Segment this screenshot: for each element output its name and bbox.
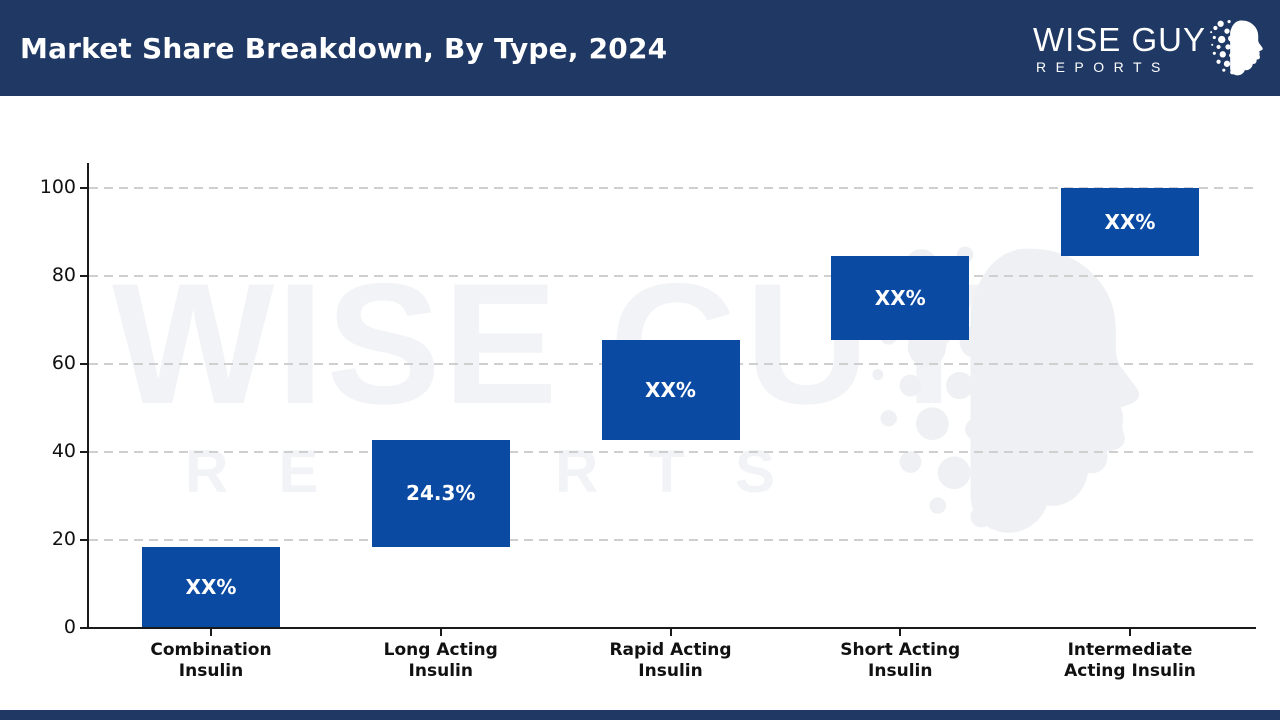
bar-segment: XX% (831, 255, 970, 341)
bar-value-label: XX% (185, 575, 237, 599)
y-tick-mark (80, 626, 87, 629)
y-tick-mark (80, 362, 87, 365)
logo-head-icon (1210, 20, 1263, 76)
y-tick-label: 0 (63, 615, 76, 638)
bar-segment: 24.3% (371, 439, 510, 547)
y-tick-label: 60 (51, 351, 76, 374)
bar-value-label: 24.3% (406, 481, 476, 506)
logo-brand-label: WISE GUY (1032, 20, 1206, 58)
y-tick-label: 40 (51, 439, 76, 462)
header-bar: Market Share Breakdown, By Type, 2024 WI… (0, 0, 1280, 96)
x-category-label: Intermediate Acting Insulin (1064, 640, 1196, 681)
y-tick-label: 80 (51, 263, 76, 286)
x-tick-mark (439, 628, 442, 636)
x-tick-mark (669, 628, 672, 636)
x-tick-mark (899, 628, 902, 636)
x-tick-mark (1129, 628, 1131, 636)
x-axis-spine (87, 626, 1256, 629)
x-category-label: Long Acting Insulin (383, 640, 498, 681)
bar-segment: XX% (601, 340, 740, 440)
brand-logo: WISE GUY REPORTS (1033, 8, 1266, 88)
bar-value-label: XX% (645, 377, 696, 402)
y-tick-label: 20 (51, 527, 76, 550)
y-tick-mark (80, 274, 87, 277)
y-tick-mark (80, 186, 87, 189)
y-tick-label: 100 (39, 175, 76, 198)
y-tick-mark (80, 450, 87, 453)
y-gridline (89, 186, 1256, 189)
y-gridline (89, 274, 1256, 277)
x-tick-mark (210, 628, 212, 636)
bar-value-label: XX% (874, 285, 926, 310)
y-gridline (89, 538, 1256, 541)
x-category-label: Rapid Acting Insulin (609, 640, 732, 681)
footer-bar (0, 710, 1280, 720)
bar-segment: XX% (1061, 187, 1199, 256)
x-category-label: Combination Insulin (150, 640, 272, 681)
y-gridline (89, 450, 1256, 453)
y-tick-mark (80, 538, 87, 541)
bar-segment: XX% (142, 546, 280, 628)
bar-value-label: XX% (1104, 209, 1156, 234)
brand-logo-text: WISE GUY REPORTS (1033, 23, 1206, 74)
y-axis-spine (87, 163, 89, 629)
page-title: Market Share Breakdown, By Type, 2024 (20, 31, 668, 65)
logo-sub-label: REPORTS (1035, 58, 1170, 75)
x-category-label: Short Acting Insulin (840, 640, 961, 681)
